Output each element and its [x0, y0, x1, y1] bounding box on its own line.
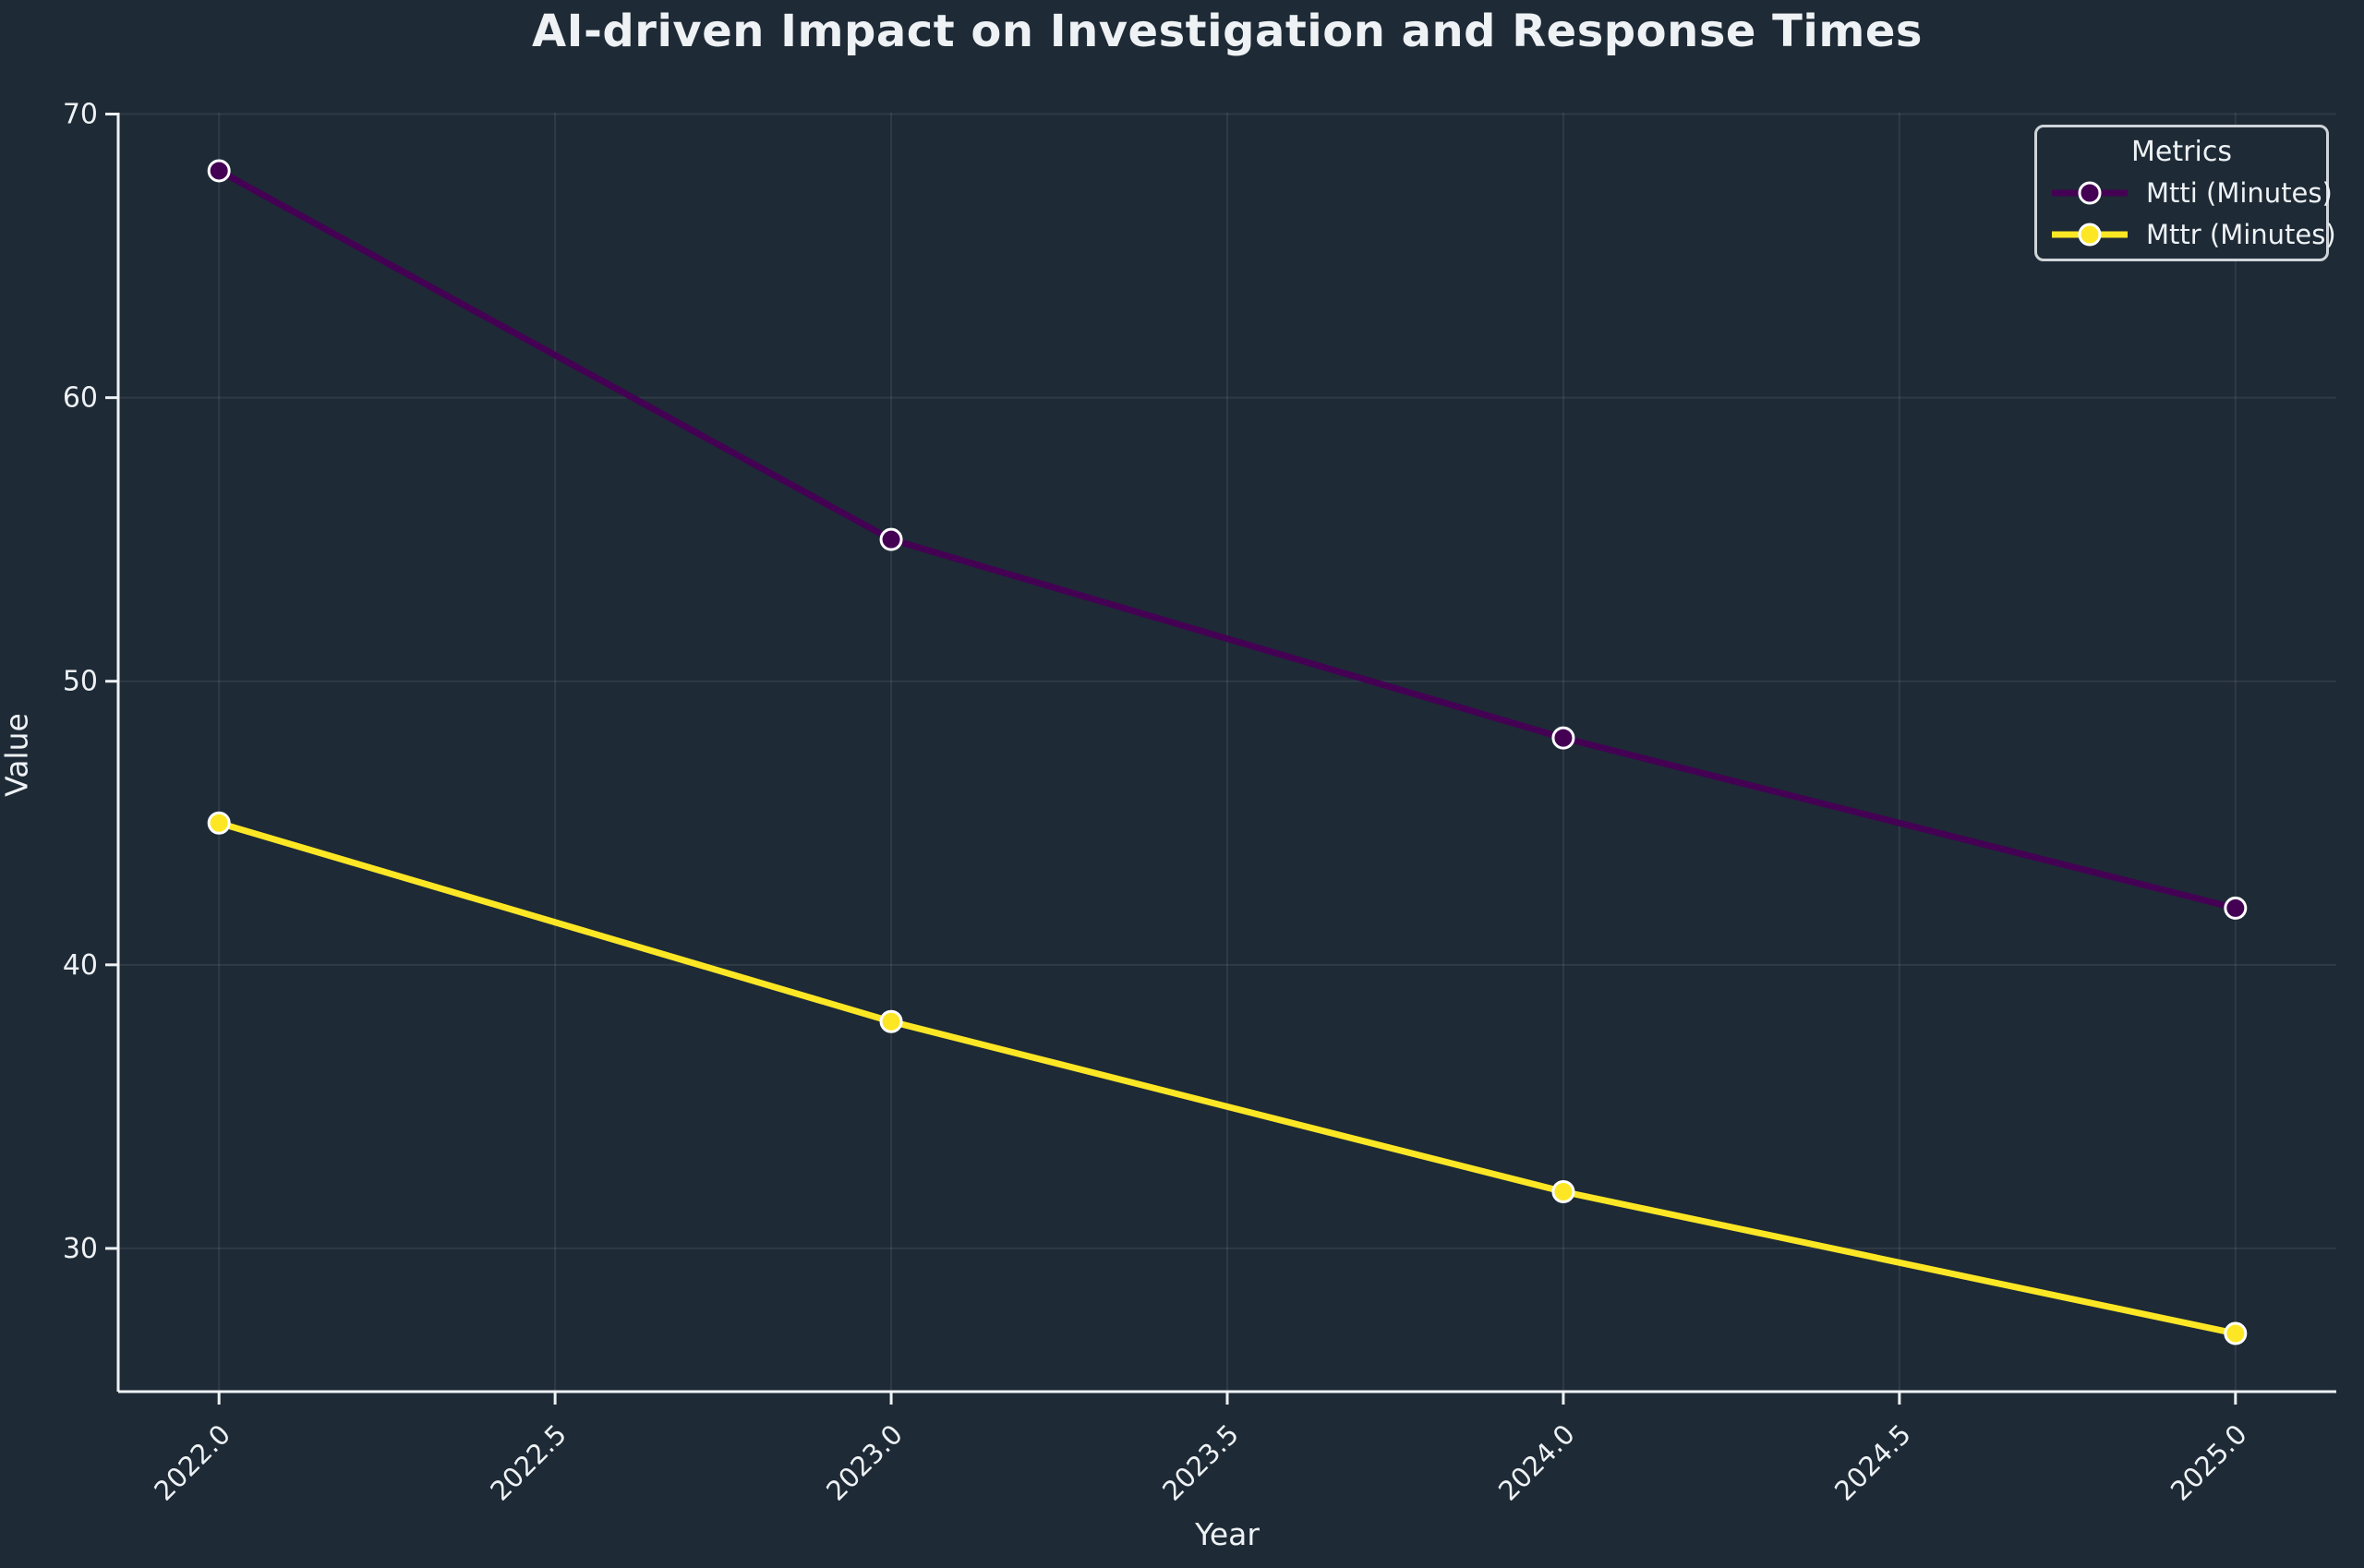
mtti-point [1551, 726, 1575, 750]
mtti-point [2224, 896, 2248, 920]
x-tick-label: 2023.5 [1156, 1418, 1245, 1507]
x-axis-label: Year [1195, 1516, 1260, 1552]
y-tick-label: 40 [63, 949, 98, 982]
x-tick-label: 2025.0 [2165, 1418, 2253, 1507]
mttr-point [879, 1009, 903, 1033]
x-tick-label: 2023.0 [820, 1418, 909, 1507]
y-tick-label: 50 [63, 666, 98, 698]
mttr-legend-sample [2052, 223, 2128, 246]
legend-items: Mtti (Minutes) Mttr (Minutes) [2048, 172, 2336, 255]
mtti-point [207, 159, 231, 183]
x-tick-label: 2022.5 [484, 1418, 573, 1507]
legend-label: Mtti (Minutes) [2146, 176, 2333, 209]
mtti-point [879, 527, 903, 551]
y-tick-label: 70 [63, 99, 98, 131]
x-tick-label: 2022.0 [148, 1418, 236, 1507]
mtti-line [215, 167, 2239, 911]
legend-row: Mttr (Minutes) [2048, 213, 2336, 255]
y-tick-label: 30 [63, 1233, 98, 1265]
y-axis-label: Value [0, 713, 35, 797]
y-tick-label: 60 [63, 382, 98, 415]
x-tick-label: 2024.5 [1828, 1418, 1917, 1507]
mttr-point [1551, 1179, 1575, 1203]
mttr-point [207, 811, 231, 835]
chart-title: AI-driven Impact on Investigation and Re… [532, 6, 1923, 57]
mttr-line [215, 819, 2239, 1337]
mtti-legend-sample [2052, 181, 2128, 204]
x-tick-label: 2024.0 [1492, 1418, 1581, 1507]
legend: Metrics Mtti (Minutes) Mttr (Minutes) [2034, 125, 2336, 261]
legend-row: Mtti (Minutes) [2048, 172, 2333, 213]
legend-title: Metrics [2131, 136, 2232, 168]
legend-label: Mttr (Minutes) [2146, 218, 2336, 250]
mttr-point [2224, 1321, 2248, 1345]
